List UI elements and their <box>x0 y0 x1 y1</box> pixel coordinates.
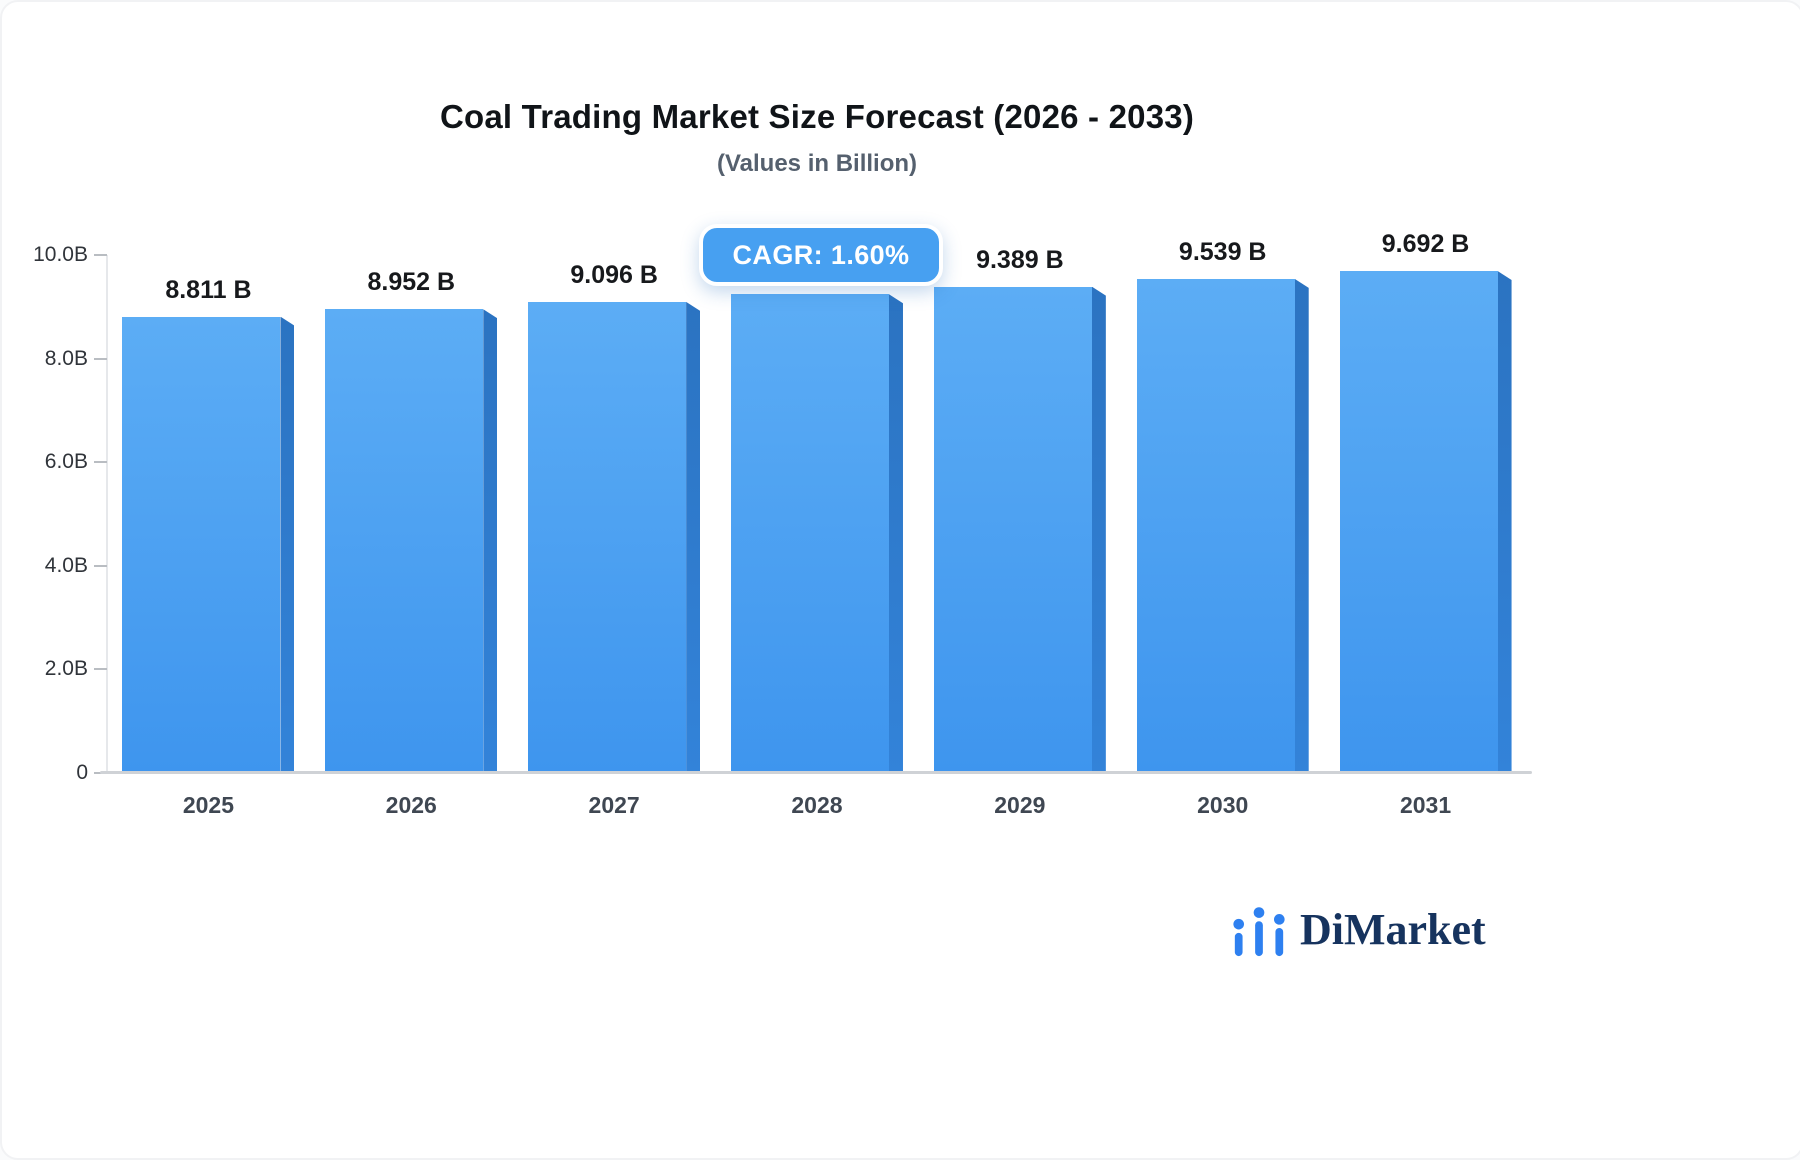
bar-front <box>933 286 1092 773</box>
bar-front <box>1339 270 1498 773</box>
y-tick-label: 2.0B <box>44 657 88 681</box>
bar-value-label: 9.539 B <box>1178 237 1267 266</box>
x-axis-label: 2029 <box>994 792 1046 818</box>
brand-logo: DiMarket <box>1230 900 1486 958</box>
chart-title: Coal Trading Market Size Forecast (2026 … <box>439 98 1195 135</box>
bar-front <box>730 294 889 773</box>
bar-group-2031: 9.692 B 2031 <box>1324 230 1527 818</box>
bar-group-2025: 8.811 B 2025 <box>107 255 310 818</box>
bar-2026 <box>325 309 498 773</box>
dimarket-icon <box>1233 907 1285 957</box>
bar-group-2028: 2028 <box>716 255 919 818</box>
bar-value-label: 9.692 B <box>1381 229 1470 258</box>
x-axis-label: 2025 <box>182 792 234 818</box>
y-tick-mark <box>94 564 107 567</box>
y-tick-mark <box>94 461 107 464</box>
x-axis-label: 2028 <box>791 792 843 818</box>
x-axis-label: 2031 <box>1399 792 1452 818</box>
bar-2029 <box>933 286 1106 773</box>
bar-value-label: 9.389 B <box>976 245 1064 274</box>
bar-2028 <box>730 294 903 773</box>
x-axis-label: 2027 <box>588 792 640 818</box>
bar-front <box>325 309 484 773</box>
y-tick-label: 6.0B <box>44 450 88 474</box>
chart-subtitle: (Values in Billion) <box>716 150 918 177</box>
bar-2031 <box>1339 270 1512 773</box>
bar-side <box>280 316 295 773</box>
x-axis-label: 2026 <box>385 792 437 818</box>
bar-2027 <box>528 301 701 773</box>
y-tick-label: 10.0B <box>33 243 88 266</box>
bar-side <box>888 294 903 773</box>
bar-group-2027: 9.096 B 2027 <box>513 255 716 818</box>
bar-side <box>1294 278 1309 773</box>
y-tick-mark <box>94 668 107 671</box>
bar-front <box>528 301 687 773</box>
bar-value-label: 9.096 B <box>570 260 658 289</box>
bar-front <box>122 316 281 773</box>
y-tick-label: 0 <box>76 761 88 784</box>
bar-group-2030: 9.539 B 2030 <box>1121 238 1324 818</box>
bar-side <box>1091 286 1106 773</box>
brand-name: DiMarket <box>1300 904 1486 954</box>
bar-group-2029: 9.389 B 2029 <box>918 246 1121 818</box>
bar-side <box>483 309 498 773</box>
bar-side <box>686 301 701 773</box>
bar-group-2026: 8.952 B 2026 <box>310 255 513 818</box>
y-tick-mark <box>94 357 107 360</box>
bar-side <box>1497 270 1512 773</box>
bar-2030 <box>1136 278 1309 773</box>
bar-front <box>1136 278 1295 773</box>
y-tick-label: 4.0B <box>44 553 88 577</box>
y-tick-label: 8.0B <box>44 346 88 370</box>
cagr-badge: CAGR: 1.60% <box>699 224 943 286</box>
y-tick-mark <box>94 254 107 256</box>
x-axis-label: 2030 <box>1197 792 1249 818</box>
bar-value-label: 8.811 B <box>165 275 252 304</box>
y-axis-line <box>106 255 108 773</box>
bar-2025 <box>122 316 295 773</box>
bar-value-label: 8.952 B <box>367 268 456 297</box>
x-axis-line <box>100 771 1532 774</box>
bars-container: 8.811 B 2025 8.952 B 2026 9.096 B 2027 2028 9.3… <box>107 230 1527 818</box>
